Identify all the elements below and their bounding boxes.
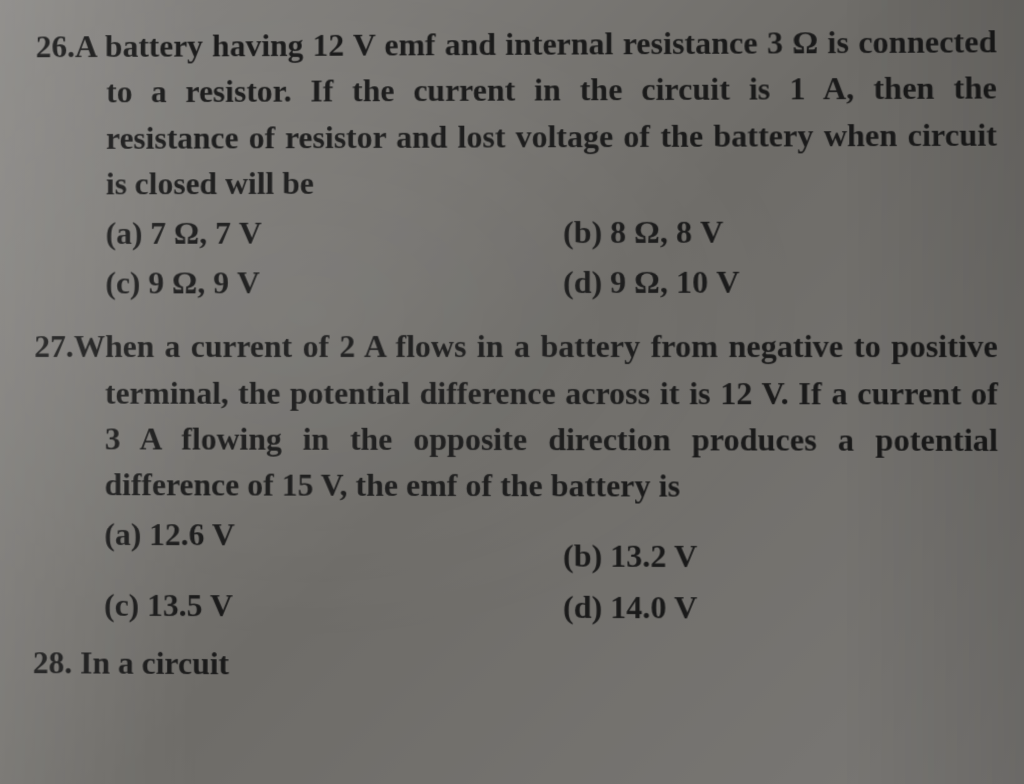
q27-option-b: (b) 13.2 V: [563, 533, 999, 580]
q27-option-d: (d) 14.0 V: [563, 584, 999, 631]
q26-option-c: (c) 9 Ω, 9 V: [105, 260, 533, 305]
question-27-text: 27.When a current of 2 A flows in a batt…: [34, 323, 999, 510]
question-28-number: 28.: [33, 645, 73, 681]
q26-option-d: (d) 9 Ω, 10 V: [563, 260, 998, 305]
q27-option-a: (a) 12.6 V: [104, 512, 533, 578]
question-27-number: 27.: [34, 328, 74, 364]
question-27-body: When a current of 2 A flows in a battery…: [74, 328, 999, 504]
question-28-partial: 28. In a circuit: [33, 645, 999, 687]
question-26-body: A battery having 12 V emf and internal r…: [75, 23, 997, 201]
question-26-number: 26.: [36, 28, 75, 64]
question-26-options: (a) 7 Ω, 7 V (b) 8 Ω, 8 V (c) 9 Ω, 9 V (…: [35, 209, 998, 306]
question-26: 26.A battery having 12 V emf and interna…: [35, 18, 998, 305]
question-27: 27.When a current of 2 A flows in a batt…: [33, 323, 999, 631]
question-28-body: In a circuit: [80, 645, 229, 682]
question-27-options: (a) 12.6 V (c) 13.5 V (b) 13.2 V (d) 14.…: [33, 512, 999, 632]
question-26-text: 26.A battery having 12 V emf and interna…: [35, 18, 997, 207]
q26-option-b: (b) 8 Ω, 8 V: [563, 209, 997, 255]
q27-option-c: (c) 13.5 V: [104, 582, 533, 629]
q26-option-a: (a) 7 Ω, 7 V: [106, 210, 533, 255]
